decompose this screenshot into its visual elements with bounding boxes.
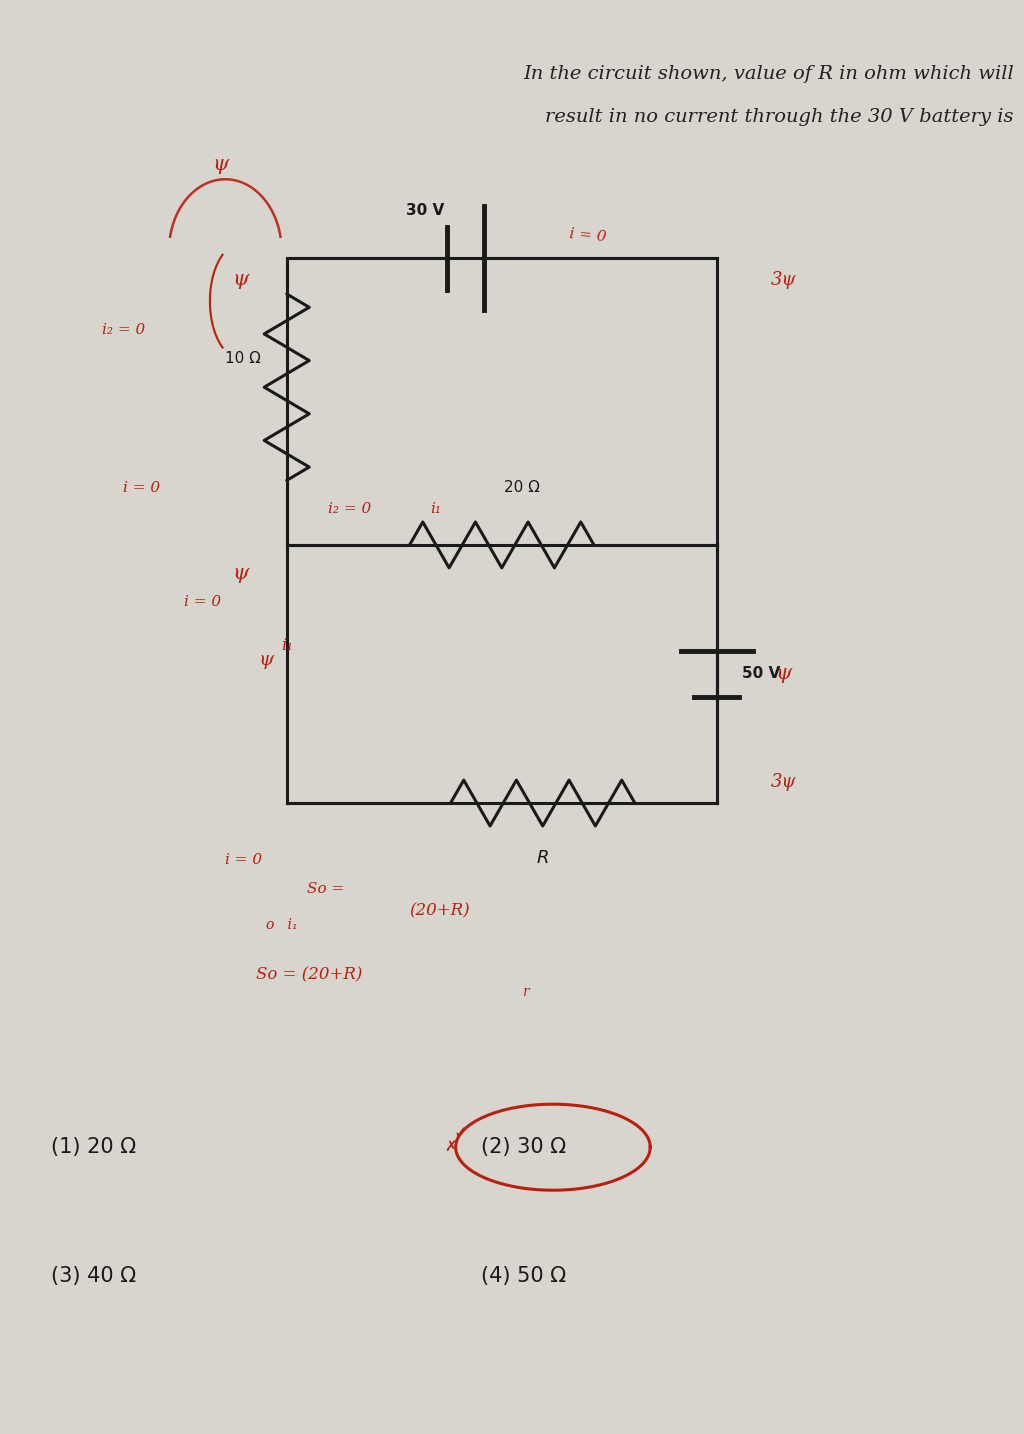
Text: R: R xyxy=(537,849,549,868)
Text: i = 0: i = 0 xyxy=(225,853,262,868)
Text: ✓: ✓ xyxy=(454,1124,468,1141)
Text: i = 0: i = 0 xyxy=(568,227,606,244)
Text: 30 V: 30 V xyxy=(406,204,444,218)
Text: i₁: i₁ xyxy=(281,637,293,654)
Text: r: r xyxy=(522,985,528,999)
Text: ψ: ψ xyxy=(259,651,273,668)
Text: 3ψ: 3ψ xyxy=(770,773,797,790)
Text: i₂ = 0: i₂ = 0 xyxy=(102,323,145,337)
Text: i = 0: i = 0 xyxy=(123,480,160,495)
Text: result in no current through the 30 V battery is: result in no current through the 30 V ba… xyxy=(545,108,1014,126)
Text: So = (20+R): So = (20+R) xyxy=(256,967,362,984)
Text: 3ψ: 3ψ xyxy=(770,271,797,288)
Text: ✗: ✗ xyxy=(444,1140,457,1154)
Text: (3) 40 Ω: (3) 40 Ω xyxy=(51,1266,136,1286)
Text: 50 V: 50 V xyxy=(742,667,780,681)
Text: (20+R): (20+R) xyxy=(410,902,470,919)
Text: o   i₁: o i₁ xyxy=(266,918,298,932)
Text: So =: So = xyxy=(307,882,344,896)
Text: 20 Ω: 20 Ω xyxy=(504,480,541,495)
Text: i₁: i₁ xyxy=(430,502,441,516)
Text: i₂ = 0: i₂ = 0 xyxy=(328,502,371,516)
Text: (1) 20 Ω: (1) 20 Ω xyxy=(51,1137,136,1157)
Text: In the circuit shown, value of R in ohm which will: In the circuit shown, value of R in ohm … xyxy=(523,65,1014,83)
Text: i = 0: i = 0 xyxy=(184,595,221,609)
Text: (4) 50 Ω: (4) 50 Ω xyxy=(481,1266,566,1286)
Text: ψ: ψ xyxy=(232,270,249,290)
Text: (2) 30 Ω: (2) 30 Ω xyxy=(481,1137,566,1157)
Text: ψ: ψ xyxy=(232,564,249,584)
Text: ψ: ψ xyxy=(212,155,228,175)
Text: ψ: ψ xyxy=(775,664,792,684)
Text: 10 Ω: 10 Ω xyxy=(225,351,261,366)
